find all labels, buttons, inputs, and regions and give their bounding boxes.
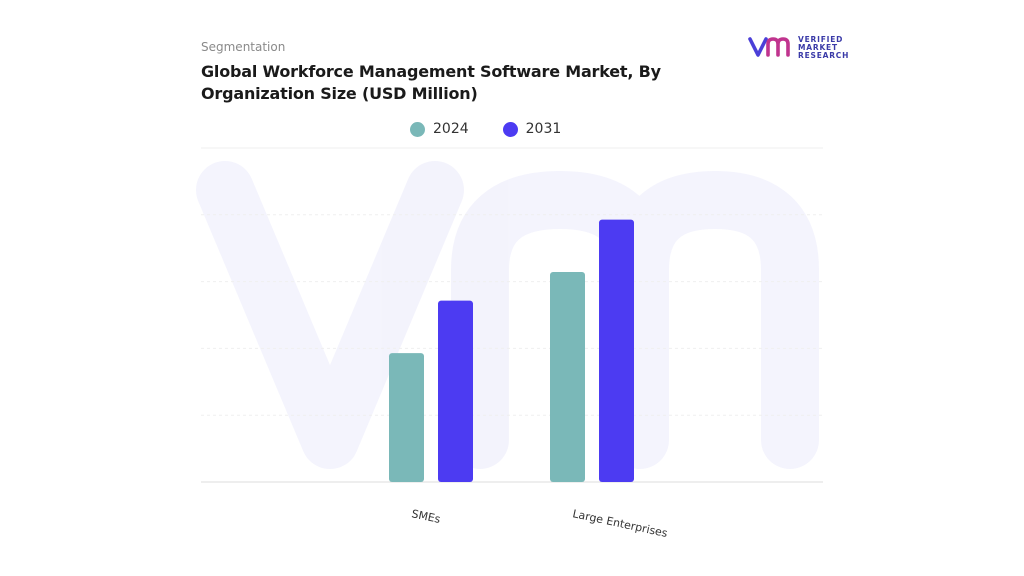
logo-line-3: RESEARCH <box>798 51 850 60</box>
vmr-logo-icon <box>748 37 790 57</box>
legend-item-2031: 2031 <box>502 121 562 137</box>
x-axis-labels: SMEs Large Enterprises <box>410 507 669 540</box>
logo-line-2: MARKET <box>798 43 838 52</box>
brand-logo: VERIFIED MARKET RESEARCH <box>748 34 858 62</box>
legend-swatch-2024 <box>410 121 425 137</box>
legend-label-2024: 2024 <box>433 121 469 137</box>
bar-large-enterprises-2024 <box>550 272 585 482</box>
watermark-logo <box>196 161 819 469</box>
logo-line-1: VERIFIED <box>798 35 844 44</box>
bar-large-enterprises-2031 <box>599 219 634 483</box>
bars-group <box>389 219 634 483</box>
bar-smes-2024 <box>389 353 424 482</box>
legend-label-2031: 2031 <box>525 121 562 137</box>
chart-legend: 2024 2031 <box>410 119 561 139</box>
x-tick-label: Large Enterprises <box>571 507 669 540</box>
grid-lines <box>201 147 823 483</box>
bar-smes-2031 <box>438 300 473 482</box>
legend-swatch-2031 <box>502 121 518 137</box>
legend-item-2024: 2024 <box>410 121 469 137</box>
chart-title: Global Workforce Management Software Mar… <box>201 62 661 103</box>
x-tick-label: SMEs <box>410 507 441 526</box>
logo-wordmark: VERIFIED MARKET RESEARCH <box>798 36 849 60</box>
section-eyebrow: Segmentation <box>201 40 286 54</box>
